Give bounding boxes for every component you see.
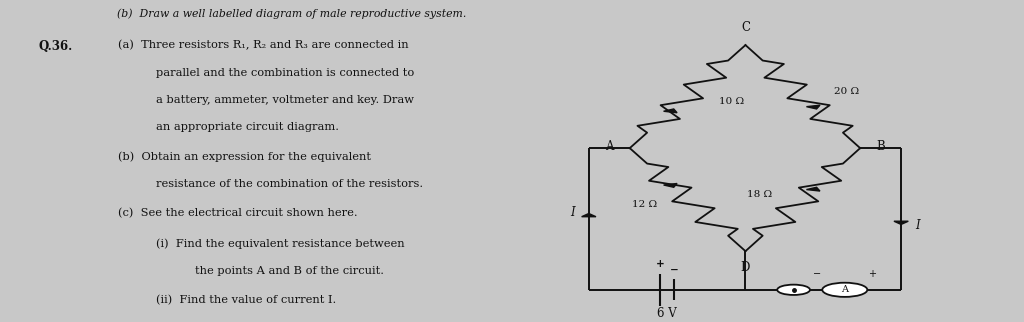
Text: I: I	[915, 219, 920, 232]
Polygon shape	[664, 184, 677, 187]
Polygon shape	[807, 187, 820, 191]
Polygon shape	[807, 105, 820, 109]
Text: Q.36.: Q.36.	[39, 40, 73, 53]
Text: (ii)  Find the value of current I.: (ii) Find the value of current I.	[156, 295, 336, 305]
Text: −: −	[813, 270, 821, 279]
Polygon shape	[664, 109, 677, 113]
Text: C: C	[741, 21, 750, 34]
Circle shape	[777, 285, 810, 295]
Text: resistance of the combination of the resistors.: resistance of the combination of the res…	[156, 179, 423, 189]
Text: 20 Ω: 20 Ω	[834, 87, 859, 96]
Text: D: D	[740, 261, 751, 274]
Text: (b)  Draw a well labelled diagram of male reproductive system.: (b) Draw a well labelled diagram of male…	[117, 8, 467, 19]
Text: +: +	[656, 259, 665, 269]
Circle shape	[822, 283, 867, 297]
Text: (i)  Find the equivalent resistance between: (i) Find the equivalent resistance betwe…	[156, 238, 404, 249]
Text: a battery, ammeter, voltmeter and key. Draw: a battery, ammeter, voltmeter and key. D…	[156, 95, 414, 105]
Text: A: A	[842, 285, 848, 294]
Text: 6 V: 6 V	[657, 308, 677, 320]
Text: (a)  Three resistors R₁, R₂ and R₃ are connected in: (a) Three resistors R₁, R₂ and R₃ are co…	[118, 40, 409, 51]
Text: 12 Ω: 12 Ω	[632, 200, 656, 209]
Text: an appropriate circuit diagram.: an appropriate circuit diagram.	[156, 122, 339, 132]
Text: 10 Ω: 10 Ω	[719, 97, 743, 106]
Text: −: −	[670, 264, 678, 274]
Text: the points A and B of the circuit.: the points A and B of the circuit.	[195, 266, 384, 276]
Text: A: A	[605, 140, 613, 153]
Text: 18 Ω: 18 Ω	[746, 190, 772, 199]
Polygon shape	[582, 213, 596, 217]
Text: (b)  Obtain an expression for the equivalent: (b) Obtain an expression for the equival…	[118, 151, 371, 162]
Text: +: +	[868, 270, 877, 279]
Text: (c)  See the electrical circuit shown here.: (c) See the electrical circuit shown her…	[118, 208, 357, 218]
Polygon shape	[894, 221, 908, 224]
Text: B: B	[877, 140, 886, 153]
Text: parallel and the combination is connected to: parallel and the combination is connecte…	[156, 68, 414, 78]
Text: I: I	[570, 206, 574, 219]
